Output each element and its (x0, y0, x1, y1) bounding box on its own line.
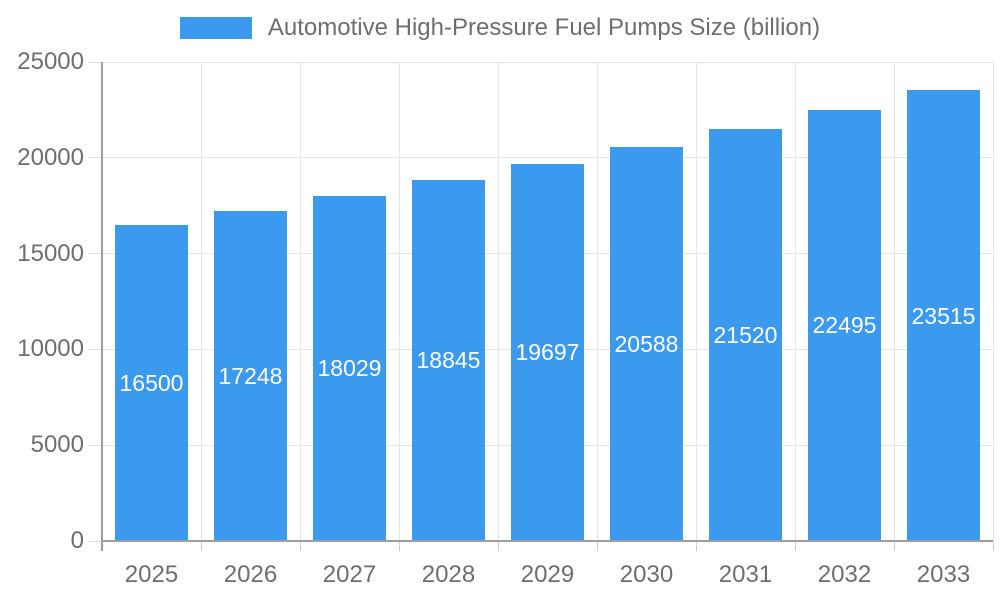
bar[interactable] (610, 146, 683, 540)
x-axis-tick (398, 541, 400, 551)
legend[interactable]: Automotive High-Pressure Fuel Pumps Size… (0, 14, 1000, 42)
x-axis-label: 2031 (718, 561, 773, 588)
y-axis-label: 20000 (17, 143, 84, 171)
x-axis-label: 2032 (817, 561, 872, 588)
y-axis-tick (88, 157, 102, 159)
y-axis-label: 25000 (17, 48, 84, 75)
y-axis-tick (88, 253, 102, 255)
x-axis-label: 2026 (223, 561, 278, 588)
bar[interactable] (808, 109, 881, 540)
x-axis-label: 2033 (916, 561, 971, 588)
gridline (794, 62, 796, 541)
y-axis-line (101, 62, 103, 551)
gridline (992, 62, 994, 541)
x-axis-tick (992, 541, 994, 551)
x-axis-tick (893, 541, 895, 551)
x-axis-label: 2025 (124, 561, 179, 588)
x-axis-tick (794, 541, 796, 551)
y-axis-label: 10000 (17, 335, 84, 363)
gridline (695, 62, 697, 541)
bar[interactable] (412, 179, 485, 540)
y-axis-tick (88, 540, 102, 542)
x-axis-tick (299, 541, 301, 551)
gridline (102, 157, 993, 159)
bar[interactable] (313, 195, 386, 540)
bar[interactable] (214, 210, 287, 540)
legend-label: Automotive High-Pressure Fuel Pumps Size… (267, 14, 821, 41)
x-axis-line (101, 540, 993, 542)
bar[interactable] (115, 224, 188, 540)
gridline (893, 62, 895, 541)
y-axis-tick (88, 348, 102, 350)
x-axis-tick (695, 541, 697, 551)
gridline (299, 62, 301, 541)
x-axis-tick (596, 541, 598, 551)
bar[interactable] (511, 163, 584, 540)
x-axis-tick (200, 541, 202, 551)
gridline (596, 62, 598, 541)
bar[interactable] (907, 90, 980, 540)
y-axis-label: 5000 (30, 431, 84, 459)
x-axis-label: 2028 (421, 561, 476, 588)
y-axis-label: 15000 (17, 239, 84, 267)
y-axis-label: 0 (70, 527, 84, 554)
y-axis-tick (88, 61, 102, 63)
x-axis-tick (497, 541, 499, 551)
x-axis-label: 2029 (520, 561, 575, 588)
gridline (200, 62, 202, 541)
gridline (398, 62, 400, 541)
gridline (497, 62, 499, 541)
x-axis-label: 2027 (322, 561, 377, 588)
bar[interactable] (709, 128, 782, 540)
x-axis-label: 2030 (619, 561, 674, 588)
gridline (102, 61, 993, 63)
legend-swatch (179, 17, 252, 39)
y-axis-tick (88, 444, 102, 446)
